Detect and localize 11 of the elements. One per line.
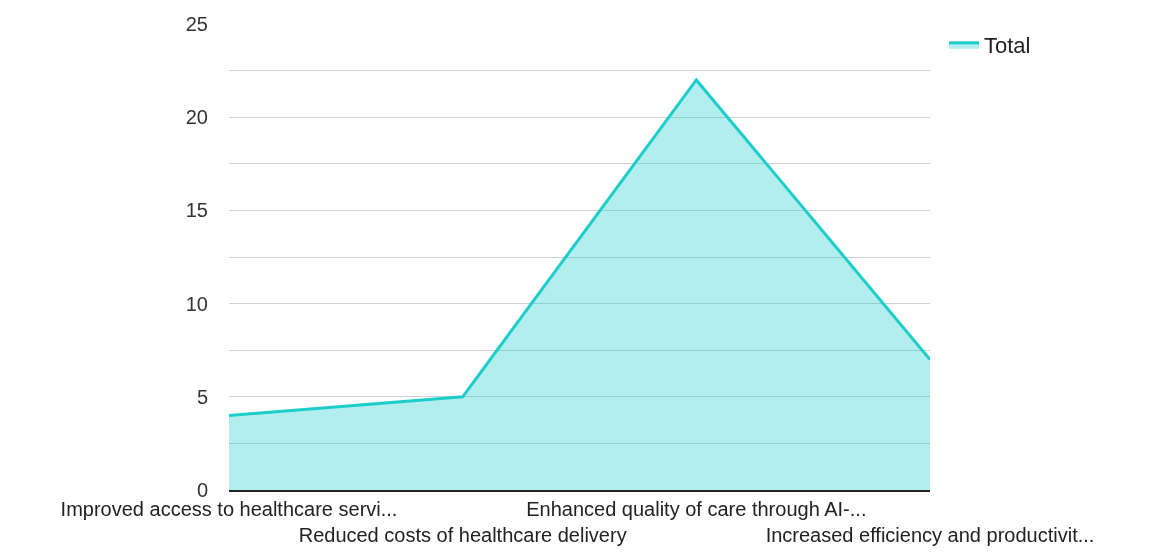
- y-tick-label: 25: [185, 13, 208, 35]
- y-tick-label: 0: [196, 479, 208, 501]
- y-tick-label: 20: [185, 106, 208, 129]
- x-tick-label: Improved access to healthcare servi...: [60, 498, 398, 520]
- y-tick-label: 5: [196, 385, 208, 408]
- legend-label: Total: [984, 33, 1031, 59]
- x-tick-label: Enhanced quality of care through AI-...: [526, 498, 867, 520]
- x-tick-label: Increased efficiency and productivit...: [765, 524, 1095, 546]
- y-tick-label: 15: [185, 199, 208, 222]
- x-tick-label: Reduced costs of healthcare delivery: [298, 524, 627, 546]
- y-tick-label: 10: [185, 292, 208, 315]
